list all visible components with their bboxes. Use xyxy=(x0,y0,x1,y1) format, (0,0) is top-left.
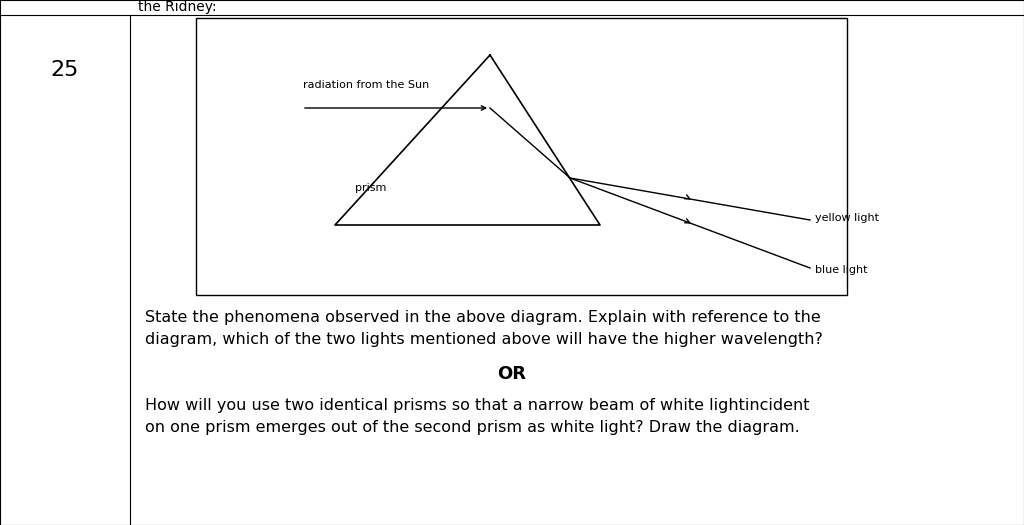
Text: yellow light: yellow light xyxy=(815,213,879,223)
Text: OR: OR xyxy=(498,365,526,383)
Text: prism: prism xyxy=(355,183,386,193)
Text: How will you use two identical prisms so that a narrow beam of white lightincide: How will you use two identical prisms so… xyxy=(145,398,810,413)
Text: diagram, which of the two lights mentioned above will have the higher wavelength: diagram, which of the two lights mention… xyxy=(145,332,823,347)
Text: on one prism emerges out of the second prism as white light? Draw the diagram.: on one prism emerges out of the second p… xyxy=(145,420,800,435)
Text: State the phenomena observed in the above diagram. Explain with reference to the: State the phenomena observed in the abov… xyxy=(145,310,821,325)
Text: blue light: blue light xyxy=(815,265,867,275)
Bar xyxy=(196,18,847,295)
Text: radiation from the Sun: radiation from the Sun xyxy=(303,80,429,90)
Text: the Ridney:: the Ridney: xyxy=(138,1,217,15)
Text: 25: 25 xyxy=(51,60,79,80)
